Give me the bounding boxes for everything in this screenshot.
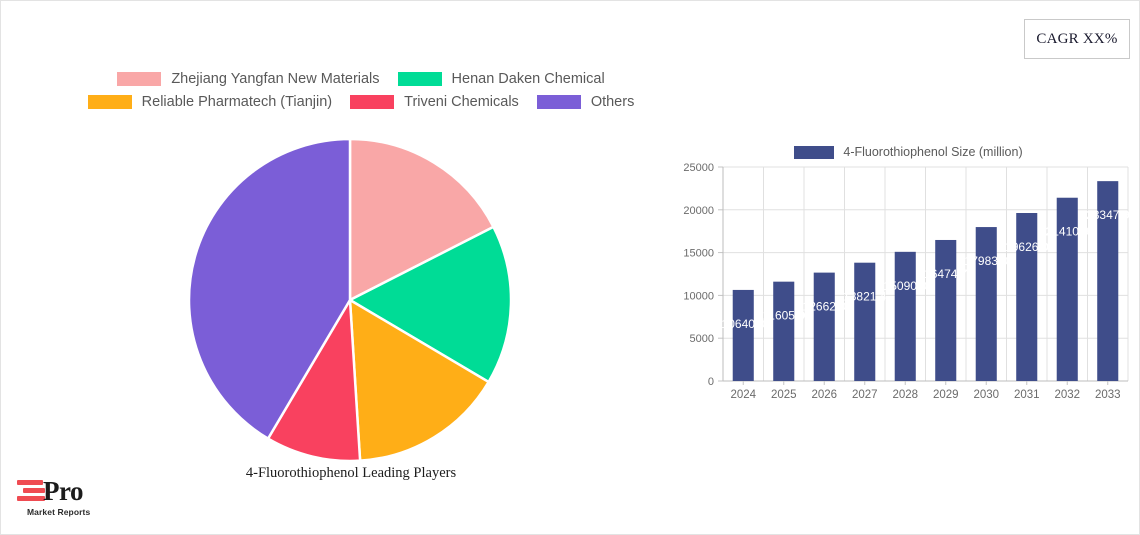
x-axis-tick-label: 2027 <box>852 389 878 401</box>
bar[interactable] <box>1016 213 1038 381</box>
y-axis-tick-label: 0 <box>708 376 714 388</box>
bar-value-label: 13821.4 <box>843 290 887 304</box>
x-axis-tick-label: 2025 <box>771 389 797 401</box>
x-axis-tick-label: 2029 <box>933 389 959 401</box>
bar-chart: 4-Fluorothiophenol Size (million) 0 5000 1… <box>681 143 1136 411</box>
x-axis-tick-label: 2033 <box>1095 389 1121 401</box>
y-axis-tick-label: 25000 <box>683 162 714 174</box>
x-axis-tick-label: 2026 <box>811 389 837 401</box>
bar-value-label: 21410.9 <box>1046 225 1090 239</box>
pie-legend: Zhejiang Yangfan New Materials Henan Dake… <box>41 71 681 110</box>
bar-value-label: 12662.0 <box>803 300 847 314</box>
logo-speed-line-icon <box>23 488 45 493</box>
pie-slice[interactable] <box>348 137 496 303</box>
y-axis-tick-label: 10000 <box>683 290 714 302</box>
bar-chart-legend: 4-Fluorothiophenol Size (million) <box>681 145 1136 159</box>
pie-legend-swatch <box>350 95 395 109</box>
pie-legend-swatch <box>117 72 162 86</box>
x-axis-tick-label: 2028 <box>892 389 918 401</box>
bar-legend-swatch <box>794 145 835 159</box>
pie-legend-label: Zhejiang Yangfan New Materials <box>171 71 380 87</box>
pie-legend-swatch <box>87 95 132 109</box>
pie-chart-svg <box>187 137 513 463</box>
logo-wordmark: Pro <box>43 476 84 506</box>
pie-legend-label: Reliable Pharmatech (Tianjin) <box>141 94 333 110</box>
pie-chart-title: 4-Fluorothiophenol Leading Players <box>245 465 457 481</box>
y-axis-tick-label: 5000 <box>690 333 714 345</box>
bar-value-label: 10640.0 <box>722 317 766 331</box>
bar[interactable] <box>1056 197 1078 381</box>
bar[interactable] <box>813 272 835 381</box>
pie-legend-swatch <box>397 72 442 86</box>
pie-legend-label: Others <box>590 94 635 110</box>
x-axis-tick-label: 2032 <box>1054 389 1080 401</box>
pie-slice[interactable] <box>187 137 352 441</box>
pie-legend-item[interactable]: Others <box>536 94 635 110</box>
y-axis-tick-label: 20000 <box>683 205 714 217</box>
pie-legend-label: Henan Daken Chemical <box>451 71 605 87</box>
logo-speed-line-icon <box>17 496 45 501</box>
pie-slice[interactable] <box>348 297 491 463</box>
bar-value-label: 17983.0 <box>965 254 1009 268</box>
pie-legend-item[interactable]: Reliable Pharmatech (Tianjin) <box>87 94 333 110</box>
pie-legend-swatch <box>536 95 581 109</box>
bar[interactable] <box>773 281 795 381</box>
bar[interactable] <box>894 251 916 381</box>
logo-tagline: Market Reports <box>27 507 91 517</box>
y-axis-tick-label: 15000 <box>683 248 714 260</box>
bar-value-label: 23347.9 <box>1086 208 1130 222</box>
x-axis-tick-label: 2030 <box>973 389 999 401</box>
bar[interactable] <box>975 227 997 381</box>
pie-legend-item[interactable]: Henan Daken Chemical <box>397 71 605 87</box>
pie-legend-label: Triveni Chemicals <box>404 94 519 110</box>
bar-value-label: 15090.0 <box>884 279 928 293</box>
bar-value-label: 11605.0 <box>763 309 806 323</box>
pie-slice[interactable] <box>266 295 362 463</box>
bar-legend-label: 4-Fluorothiophenol Size (million) <box>843 145 1023 159</box>
bar[interactable] <box>935 239 957 381</box>
logo: Pro Market Reports <box>15 475 107 523</box>
cagr-badge-label: CAGR XX% <box>1036 30 1118 47</box>
bar[interactable] <box>732 289 754 381</box>
pie-legend-item[interactable]: Triveni Chemicals <box>350 94 519 110</box>
logo-mark: Pro <box>15 475 107 509</box>
pie-slice[interactable] <box>347 225 513 384</box>
bar-chart-svg: 0 5000 10000 15000 20000 25000 10640.0 2024 1160… <box>683 162 1130 401</box>
cagr-badge: CAGR XX% <box>1024 19 1130 59</box>
bar[interactable] <box>1097 181 1119 381</box>
x-axis-tick-label: 2031 <box>1014 389 1040 401</box>
bar[interactable] <box>854 262 876 381</box>
pie-legend-item[interactable]: Zhejiang Yangfan New Materials <box>117 71 380 87</box>
bar-value-label: 16474.7 <box>924 267 968 281</box>
pie-chart <box>187 137 513 463</box>
bar-value-label: 19626.0 <box>1005 240 1049 254</box>
x-axis-tick-label: 2024 <box>730 389 756 401</box>
logo-speed-line-icon <box>17 480 43 485</box>
